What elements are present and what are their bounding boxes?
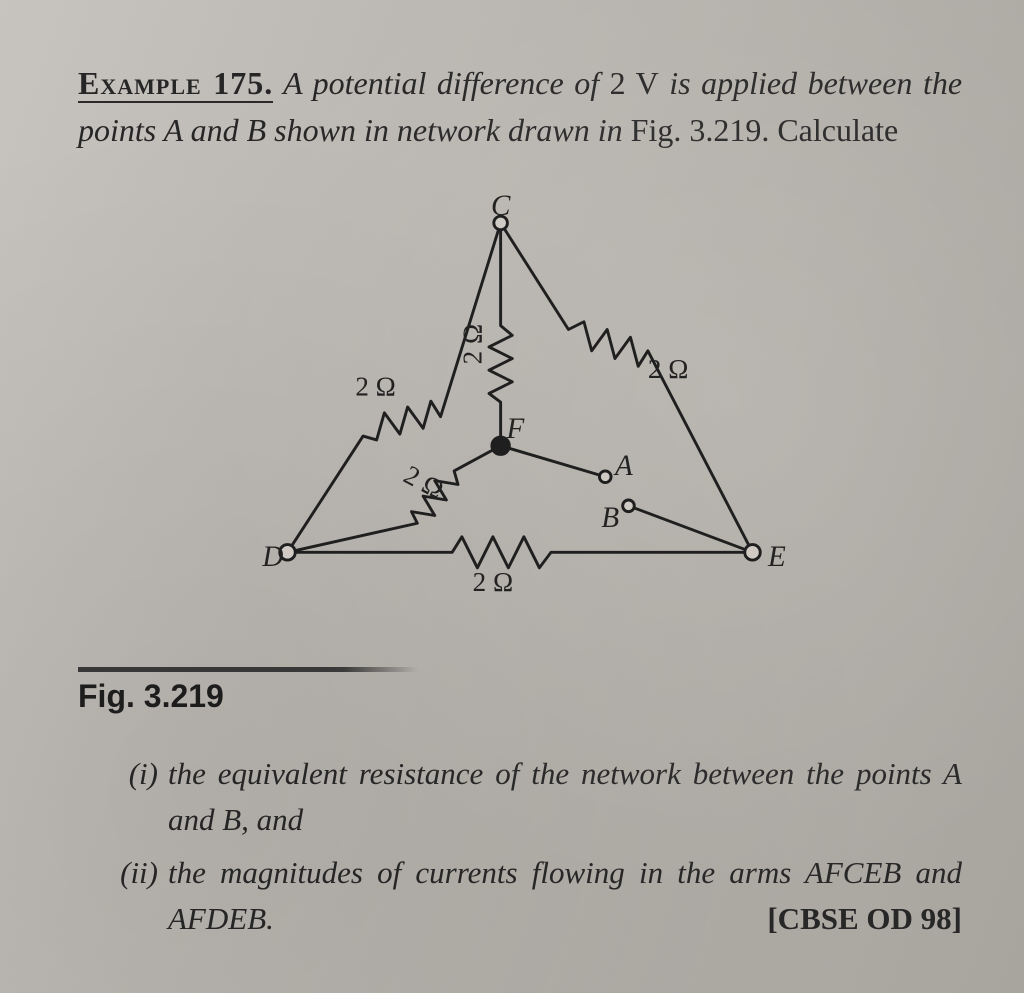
subpart-ii: (ii) the magnitudes of currents flowing …	[78, 850, 962, 942]
label-B: B	[601, 502, 619, 534]
edge-D-E	[288, 537, 753, 568]
circuit-figure: C D E F A B 2 Ω 2 Ω 2 Ω 2 Ω 2 Ω	[78, 187, 962, 667]
label-D: D	[261, 541, 283, 573]
edge-F-A	[501, 445, 606, 476]
figure-caption: Fig. 3.219	[78, 678, 962, 715]
label-E: E	[767, 541, 786, 573]
node-E	[745, 544, 761, 560]
subpart-ii-body: the magnitudes of currents flowing in th…	[168, 850, 962, 942]
subpart-i-text: the equivalent resistance of the network…	[168, 751, 962, 843]
label-C: C	[491, 190, 511, 222]
label-F: F	[505, 413, 524, 445]
subpart-i-num: (i)	[78, 751, 168, 843]
fig-ref-line: Fig. 3.219. Calculate	[631, 112, 899, 148]
ohm-DC: 2 Ω	[355, 371, 395, 401]
subparts: (i) the equivalent resistance of the net…	[78, 751, 962, 943]
citation: [CBSE OD 98]	[767, 896, 962, 942]
node-A	[599, 471, 611, 483]
subpart-ii-num: (ii)	[78, 850, 168, 942]
node-B	[623, 500, 635, 512]
problem-statement: Example 175. A potential difference of 2…	[78, 60, 962, 155]
ohm-FC: 2 Ω	[457, 324, 487, 364]
figure-rule	[78, 667, 418, 672]
label-A: A	[613, 450, 633, 482]
subpart-i: (i) the equivalent resistance of the net…	[78, 751, 962, 843]
circuit-svg: C D E F A B 2 Ω 2 Ω 2 Ω 2 Ω 2 Ω	[210, 187, 830, 627]
edge-F-D	[288, 445, 501, 552]
page: Example 175. A potential difference of 2…	[0, 0, 1024, 993]
example-label: Example 175.	[78, 65, 273, 103]
ohm-DE: 2 Ω	[473, 567, 513, 597]
edge-B-E	[629, 506, 753, 553]
ohm-CE: 2 Ω	[648, 354, 688, 384]
